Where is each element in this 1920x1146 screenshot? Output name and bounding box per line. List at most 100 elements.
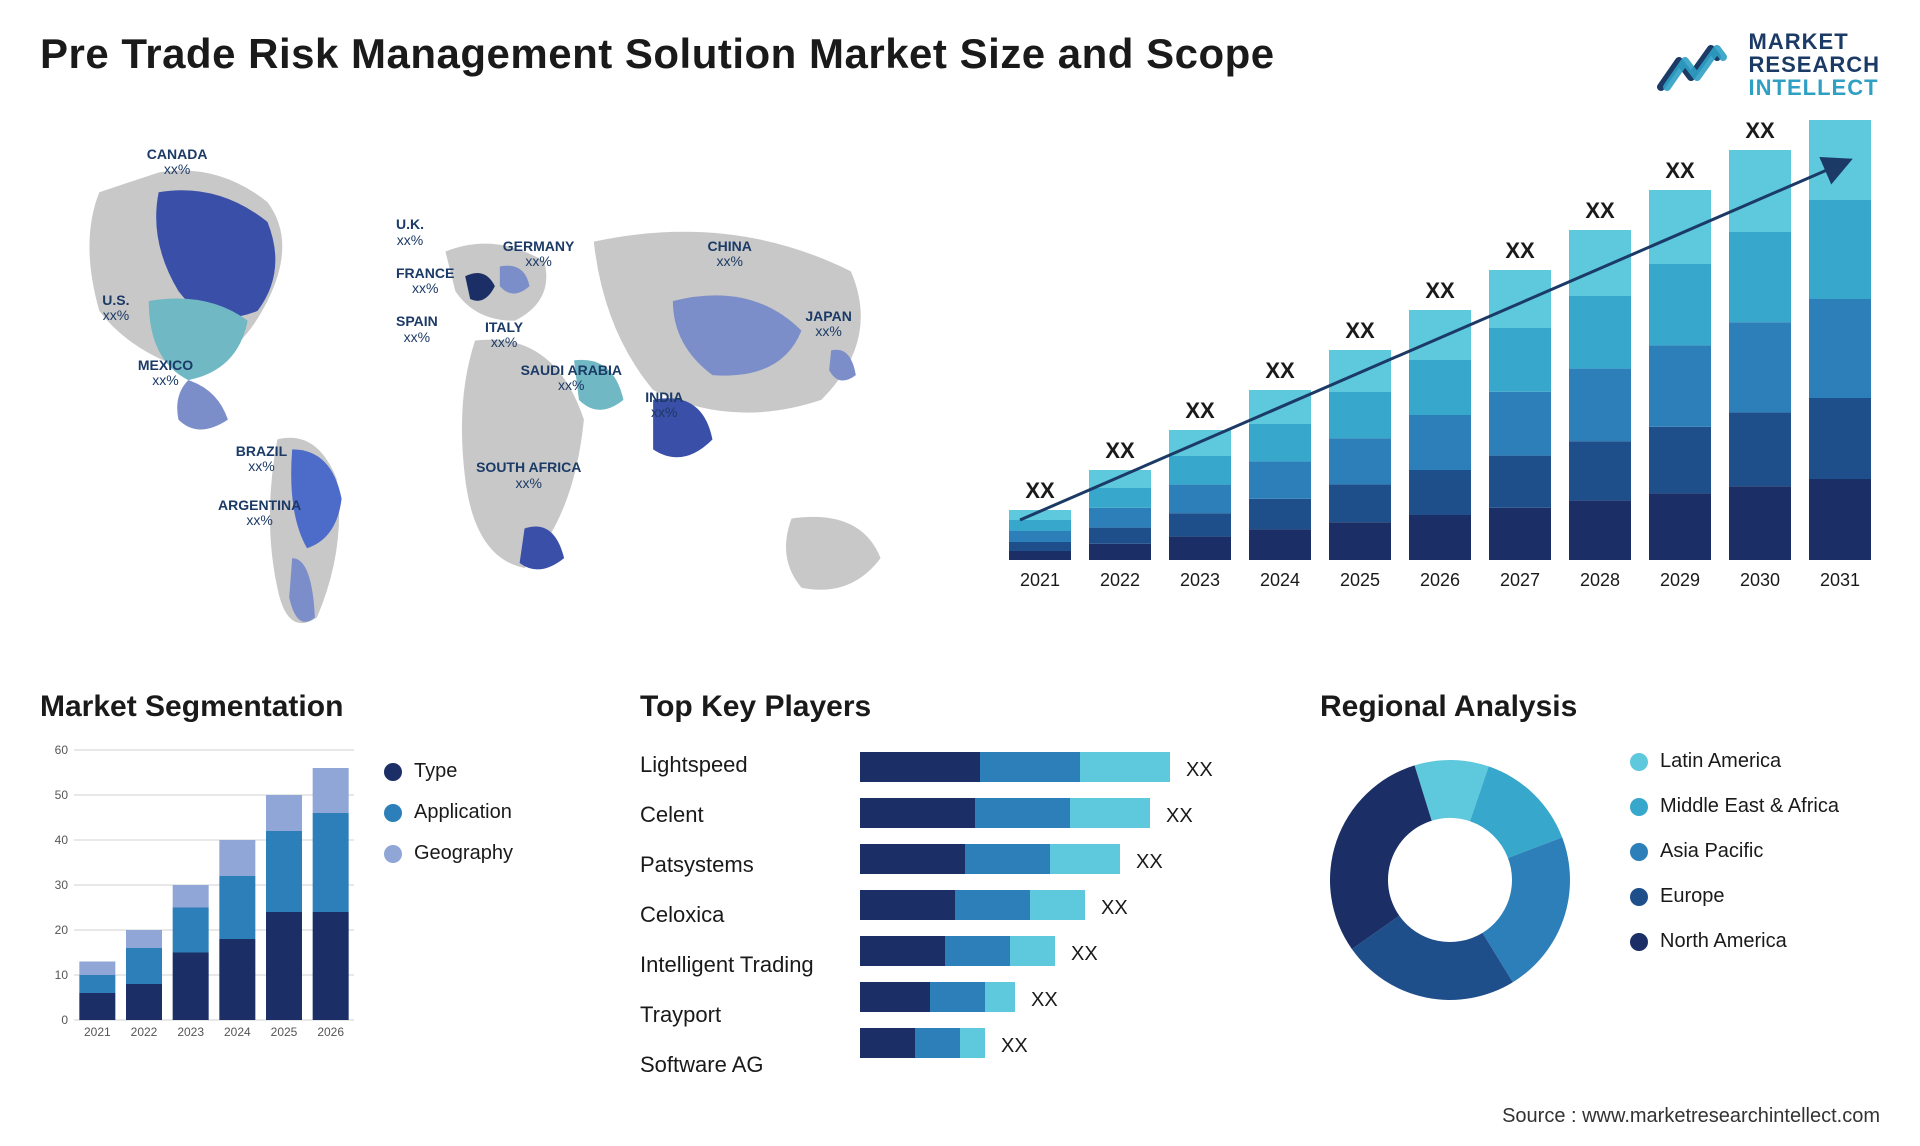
legend-item: Application	[384, 801, 513, 824]
legend-item: Middle East & Africa	[1630, 795, 1839, 818]
legend-label: Geography	[414, 842, 513, 865]
market-growth-chart: XX 2021 XX 2022 XX 2023 XX 2024 XX 2025 XX 2026 XX 20…	[980, 120, 1880, 660]
legend-swatch	[384, 804, 402, 822]
svg-text:2023: 2023	[1180, 570, 1220, 590]
svg-text:2027: 2027	[1500, 570, 1540, 590]
legend-label: Type	[414, 760, 457, 783]
svg-text:40: 40	[55, 833, 69, 847]
legend-swatch	[1630, 753, 1648, 771]
svg-text:2025: 2025	[1340, 570, 1380, 590]
svg-text:30: 30	[55, 878, 69, 892]
legend-item: North America	[1630, 930, 1839, 953]
legend-label: Latin America	[1660, 750, 1781, 773]
map-label: GERMANYxx%	[503, 239, 575, 270]
map-label: ARGENTINAxx%	[218, 498, 301, 529]
map-label: SAUDI ARABIAxx%	[521, 363, 622, 394]
map-label: SPAINxx%	[396, 314, 438, 345]
legend-item: Europe	[1630, 885, 1839, 908]
segmentation-legend: Type Application Geography	[384, 740, 513, 1090]
svg-text:XX: XX	[1345, 318, 1375, 343]
svg-text:2024: 2024	[224, 1025, 251, 1039]
svg-text:2025: 2025	[271, 1025, 298, 1039]
players-panel: Top Key Players Lightspeed Celent Patsyste…	[640, 690, 1280, 1090]
logo-line2: RESEARCH	[1749, 53, 1880, 76]
svg-text:XX: XX	[1585, 198, 1615, 223]
svg-text:2023: 2023	[177, 1025, 204, 1039]
legend-swatch	[1630, 933, 1648, 951]
svg-text:XX: XX	[1031, 989, 1058, 1011]
map-label: CHINAxx%	[708, 239, 752, 270]
brand-logo: MARKET RESEARCH INTELLECT	[1657, 30, 1880, 99]
logo-line1: MARKET	[1749, 30, 1880, 53]
legend-label: Middle East & Africa	[1660, 795, 1839, 818]
players-chart: XXXXXXXXXXXXXX	[860, 740, 1280, 1090]
svg-text:XX: XX	[1025, 478, 1055, 503]
segmentation-panel: Market Segmentation 0 10 20 30 40 50 60 2021 202…	[40, 690, 600, 1090]
svg-text:2028: 2028	[1580, 570, 1620, 590]
svg-text:60: 60	[55, 743, 69, 757]
map-label: MEXICOxx%	[138, 358, 193, 389]
svg-text:2029: 2029	[1660, 570, 1700, 590]
player-name: Celent	[640, 802, 840, 828]
players-chart-svg: XXXXXXXXXXXXXX	[860, 740, 1280, 1080]
map-label: U.S.xx%	[102, 293, 129, 324]
player-name: Celoxica	[640, 902, 840, 928]
svg-text:XX: XX	[1665, 158, 1695, 183]
svg-text:XX: XX	[1185, 398, 1215, 423]
player-name: Patsystems	[640, 852, 840, 878]
legend-swatch	[384, 845, 402, 863]
map-label: CANADAxx%	[147, 147, 208, 178]
svg-text:2024: 2024	[1260, 570, 1300, 590]
map-label: FRANCExx%	[396, 266, 454, 297]
map-label: SOUTH AFRICAxx%	[476, 460, 581, 491]
legend-item: Geography	[384, 842, 513, 865]
svg-text:2026: 2026	[317, 1025, 344, 1039]
legend-label: Europe	[1660, 885, 1725, 908]
regional-donut-svg	[1320, 740, 1600, 1020]
svg-text:50: 50	[55, 788, 69, 802]
player-name: Lightspeed	[640, 752, 840, 778]
legend-item: Type	[384, 760, 513, 783]
svg-text:XX: XX	[1071, 943, 1098, 965]
svg-text:XX: XX	[1101, 897, 1128, 919]
map-label: ITALYxx%	[485, 320, 523, 351]
svg-text:2021: 2021	[1020, 570, 1060, 590]
legend-label: North America	[1660, 930, 1787, 953]
svg-text:XX: XX	[1001, 1035, 1028, 1057]
map-label: U.K.xx%	[396, 217, 424, 248]
svg-text:20: 20	[55, 923, 69, 937]
page-title: Pre Trade Risk Management Solution Marke…	[40, 30, 1275, 78]
logo-line3: INTELLECT	[1749, 76, 1880, 99]
legend-swatch	[1630, 888, 1648, 906]
svg-text:XX: XX	[1505, 238, 1535, 263]
svg-text:2022: 2022	[1100, 570, 1140, 590]
players-labels: LightspeedCelentPatsystemsCeloxicaIntell…	[640, 740, 840, 1090]
growth-chart-svg: XX 2021 XX 2022 XX 2023 XX 2024 XX 2025 XX 2026 XX 20…	[980, 120, 1880, 640]
legend-item: Asia Pacific	[1630, 840, 1839, 863]
legend-swatch	[1630, 843, 1648, 861]
segmentation-title: Market Segmentation	[40, 690, 600, 724]
world-map: CANADAxx% U.S.xx% MEXICOxx% BRAZILxx% ARGENT…	[40, 120, 930, 660]
legend-item: Latin America	[1630, 750, 1839, 773]
svg-text:10: 10	[55, 968, 69, 982]
svg-text:2021: 2021	[84, 1025, 111, 1039]
world-map-svg	[40, 120, 930, 660]
player-name: Software AG	[640, 1052, 840, 1078]
svg-text:2026: 2026	[1420, 570, 1460, 590]
svg-text:XX: XX	[1136, 851, 1163, 873]
map-label: BRAZILxx%	[236, 444, 287, 475]
map-label: JAPANxx%	[805, 309, 851, 340]
segmentation-chart: 0102030405060202120222023202420252026	[40, 740, 360, 1090]
segmentation-chart-svg: 0102030405060202120222023202420252026	[40, 740, 360, 1060]
logo-mark-icon	[1657, 37, 1737, 93]
svg-text:0: 0	[61, 1013, 68, 1027]
legend-swatch	[1630, 798, 1648, 816]
svg-text:2031: 2031	[1820, 570, 1860, 590]
svg-text:XX: XX	[1186, 759, 1213, 781]
svg-text:XX: XX	[1265, 358, 1295, 383]
legend-label: Application	[414, 801, 512, 824]
legend-label: Asia Pacific	[1660, 840, 1763, 863]
players-title: Top Key Players	[640, 690, 1280, 724]
legend-swatch	[384, 763, 402, 781]
svg-text:XX: XX	[1425, 278, 1455, 303]
